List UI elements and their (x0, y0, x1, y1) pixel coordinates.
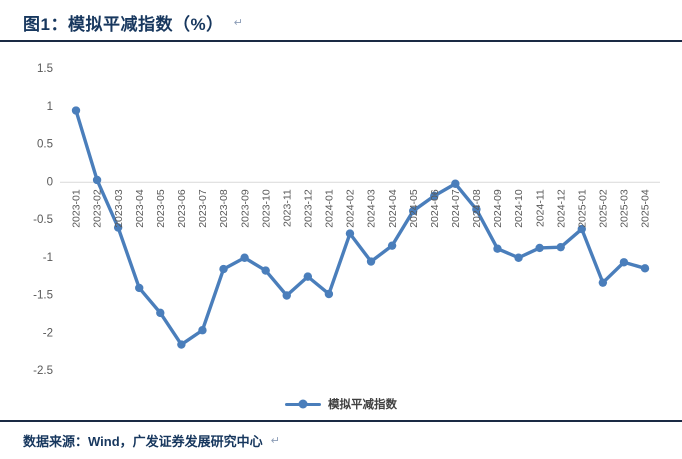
data-point-marker (598, 278, 608, 287)
y-axis-tick-label: -1 (43, 252, 53, 264)
data-point-marker (493, 244, 502, 253)
data-point-marker (71, 106, 81, 115)
paragraph-mark-icon: ↵ (233, 17, 243, 29)
data-point-marker (303, 272, 313, 281)
data-point-marker (135, 283, 144, 293)
x-axis-tick-label: 2023-10 (260, 189, 272, 228)
x-axis-tick-label: 2024-02 (345, 189, 357, 228)
x-axis-tick-label: 2023-07 (197, 189, 209, 228)
x-axis-tick-label: 2024-04 (387, 189, 399, 228)
series-line (74, 108, 647, 347)
data-point-marker (282, 291, 291, 300)
x-axis-tick-label: 2023-05 (155, 189, 167, 228)
figure-title-row: 图1：模拟平减指数（%） ↵ (23, 10, 243, 35)
data-point-marker (577, 224, 586, 234)
x-axis-tick-label: 2024-06 (429, 189, 441, 228)
data-point-marker (514, 253, 523, 262)
data-point-marker (556, 242, 565, 252)
data-point-marker (324, 289, 334, 299)
x-axis-tick-label: 2025-03 (619, 189, 631, 228)
chart-legend: 模拟平减指数 (0, 396, 682, 412)
x-axis-tick-label: 2024-01 (324, 189, 336, 228)
x-axis-tick-label: 2025-01 (576, 189, 588, 228)
paragraph-mark-icon: ↵ (270, 435, 280, 447)
data-point-marker (345, 229, 355, 238)
x-axis-tick-label: 2023-12 (302, 189, 314, 228)
data-point-marker (177, 340, 186, 349)
x-axis-tick-label: 2024-08 (471, 189, 483, 228)
x-axis-tick-label: 2023-11 (281, 189, 293, 227)
data-point-marker (366, 257, 376, 266)
x-axis-tick-label: 2024-03 (366, 189, 378, 228)
x-axis-tick-label: 2023-04 (134, 189, 146, 228)
y-axis-tick-label: -2 (43, 327, 53, 339)
y-axis-tick-label: 0.5 (37, 139, 53, 151)
data-point-marker (451, 179, 460, 188)
y-axis-tick-label: -1.5 (33, 290, 53, 302)
bottom-divider-rule (0, 420, 682, 422)
figure-title: 图1：模拟平减指数（%） (23, 15, 224, 34)
data-point-marker (92, 175, 102, 185)
data-point-marker (113, 223, 123, 232)
data-point-marker (472, 205, 481, 214)
x-axis-tick-label: 2023-09 (239, 189, 251, 228)
data-point-marker (261, 266, 270, 275)
x-axis-tick-label: 2024-09 (492, 189, 504, 228)
data-point-marker (640, 264, 650, 273)
x-axis-tick-label: 2023-01 (71, 189, 83, 228)
x-axis-tick-label: 2024-10 (513, 189, 525, 228)
x-axis-tick-label: 2023-03 (113, 189, 125, 228)
x-axis-tick-label: 2024-07 (450, 189, 462, 228)
data-point-marker (430, 191, 439, 201)
source-note-row: 数据来源：Wind，广发证券发展研究中心 ↵ (23, 431, 280, 450)
data-point-marker (219, 264, 228, 274)
data-point-marker (240, 253, 249, 262)
x-axis-tick-label: 2025-02 (598, 189, 610, 228)
y-axis-tick-label: -2.5 (33, 365, 53, 377)
x-axis-tick-label: 2024-11 (534, 189, 546, 227)
data-point-marker (198, 326, 207, 335)
legend-series-label: 模拟平减指数 (328, 399, 397, 411)
data-source-note: 数据来源：Wind，广发证券发展研究中心 (23, 434, 263, 449)
x-axis-tick-label: 2024-12 (555, 189, 567, 228)
data-point-marker (408, 206, 418, 216)
y-axis-tick-label: 0 (47, 176, 53, 188)
x-axis-tick-label: 2025-04 (640, 189, 652, 228)
data-point-marker (619, 258, 629, 267)
data-point-marker (387, 241, 397, 250)
legend-dot-icon (298, 399, 308, 409)
x-axis-tick-label: 2023-06 (176, 189, 188, 228)
x-axis-tick-label: 2023-02 (92, 189, 104, 228)
data-point-marker (535, 243, 544, 253)
legend-line-marker-icon (285, 399, 321, 409)
top-divider-rule (0, 40, 682, 42)
x-axis-tick-label: 2024-05 (408, 189, 420, 228)
data-point-marker (156, 308, 165, 318)
y-axis-tick-label: -0.5 (33, 214, 53, 226)
y-axis-tick-label: 1.5 (37, 63, 53, 75)
x-axis-tick-label: 2023-08 (218, 189, 230, 228)
y-axis-tick-label: 1 (47, 101, 53, 113)
